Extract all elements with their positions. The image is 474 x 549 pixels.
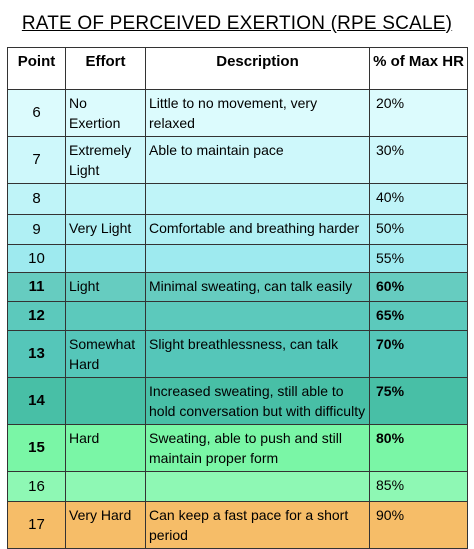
header-point: Point <box>7 47 66 90</box>
hr-cell: 30% <box>369 136 468 184</box>
effort-cell: No Exertion <box>65 89 146 137</box>
effort-cell: Light <box>65 272 146 302</box>
hr-cell: 55% <box>369 244 468 273</box>
description-cell: Comfortable and breathing harder <box>145 214 370 245</box>
hr-cell: 65% <box>369 301 468 331</box>
description-cell <box>145 183 370 215</box>
table-row: 6 No Exertion Little to no movement, very … <box>7 89 468 137</box>
rpe-table: Point Effort Description % of Max HR 6 No… <box>7 47 468 549</box>
point-cell: 13 <box>7 330 66 378</box>
effort-cell: Hard <box>65 424 146 472</box>
point-cell: 6 <box>7 89 66 137</box>
description-cell: Increased sweating, still able to hold c… <box>145 377 370 425</box>
effort-cell <box>65 244 146 273</box>
table-row: 9 Very Light Comfortable and breathing har… <box>7 214 468 245</box>
point-cell: 9 <box>7 214 66 245</box>
table-row: 7 Extremely Light Able to maintain pace 30% <box>7 136 468 184</box>
effort-cell <box>65 183 146 215</box>
table-row: 13 Somewhat Hard Slight breathlessness, ca… <box>7 330 468 378</box>
point-cell: 7 <box>7 136 66 184</box>
table-row: 8 40% <box>7 183 468 215</box>
description-cell: Minimal sweating, can talk easily <box>145 272 370 302</box>
hr-cell: 50% <box>369 214 468 245</box>
point-cell: 10 <box>7 244 66 273</box>
header-row: Point Effort Description % of Max HR <box>7 47 468 90</box>
hr-cell: 60% <box>369 272 468 302</box>
point-cell: 11 <box>7 272 66 302</box>
effort-cell: Somewhat Hard <box>65 330 146 378</box>
hr-cell: 75% <box>369 377 468 425</box>
effort-cell <box>65 301 146 331</box>
header-description: Description <box>145 47 370 90</box>
hr-cell: 85% <box>369 471 468 502</box>
description-cell <box>145 244 370 273</box>
effort-cell <box>65 377 146 425</box>
point-cell: 16 <box>7 471 66 502</box>
table-row: 15 Hard Sweating, able to push and still m… <box>7 424 468 472</box>
point-cell: 15 <box>7 424 66 472</box>
description-cell <box>145 471 370 502</box>
effort-cell <box>65 471 146 502</box>
table-row: 16 85% <box>7 471 468 502</box>
table-row: 14 Increased sweating, still able to hold… <box>7 377 468 425</box>
effort-cell: Extremely Light <box>65 136 146 184</box>
table-row: 10 55% <box>7 244 468 273</box>
point-cell: 12 <box>7 301 66 331</box>
header-effort: Effort <box>65 47 146 90</box>
description-cell: Sweating, able to push and still maintai… <box>145 424 370 472</box>
table-row: 12 65% <box>7 301 468 331</box>
description-cell: Slight breathlessness, can talk <box>145 330 370 378</box>
point-cell: 14 <box>7 377 66 425</box>
point-cell: 8 <box>7 183 66 215</box>
description-cell <box>145 301 370 331</box>
hr-cell: 40% <box>369 183 468 215</box>
header-hr: % of Max HR <box>369 47 468 90</box>
hr-cell: 20% <box>369 89 468 137</box>
effort-cell: Very Light <box>65 214 146 245</box>
description-cell: Little to no movement, very relaxed <box>145 89 370 137</box>
hr-cell: 80% <box>369 424 468 472</box>
page-title: RATE OF PERCEIVED EXERTION (RPE SCALE) <box>21 12 453 34</box>
table-row: 11 Light Minimal sweating, can talk easily… <box>7 272 468 302</box>
description-cell: Able to maintain pace <box>145 136 370 184</box>
hr-cell: 70% <box>369 330 468 378</box>
